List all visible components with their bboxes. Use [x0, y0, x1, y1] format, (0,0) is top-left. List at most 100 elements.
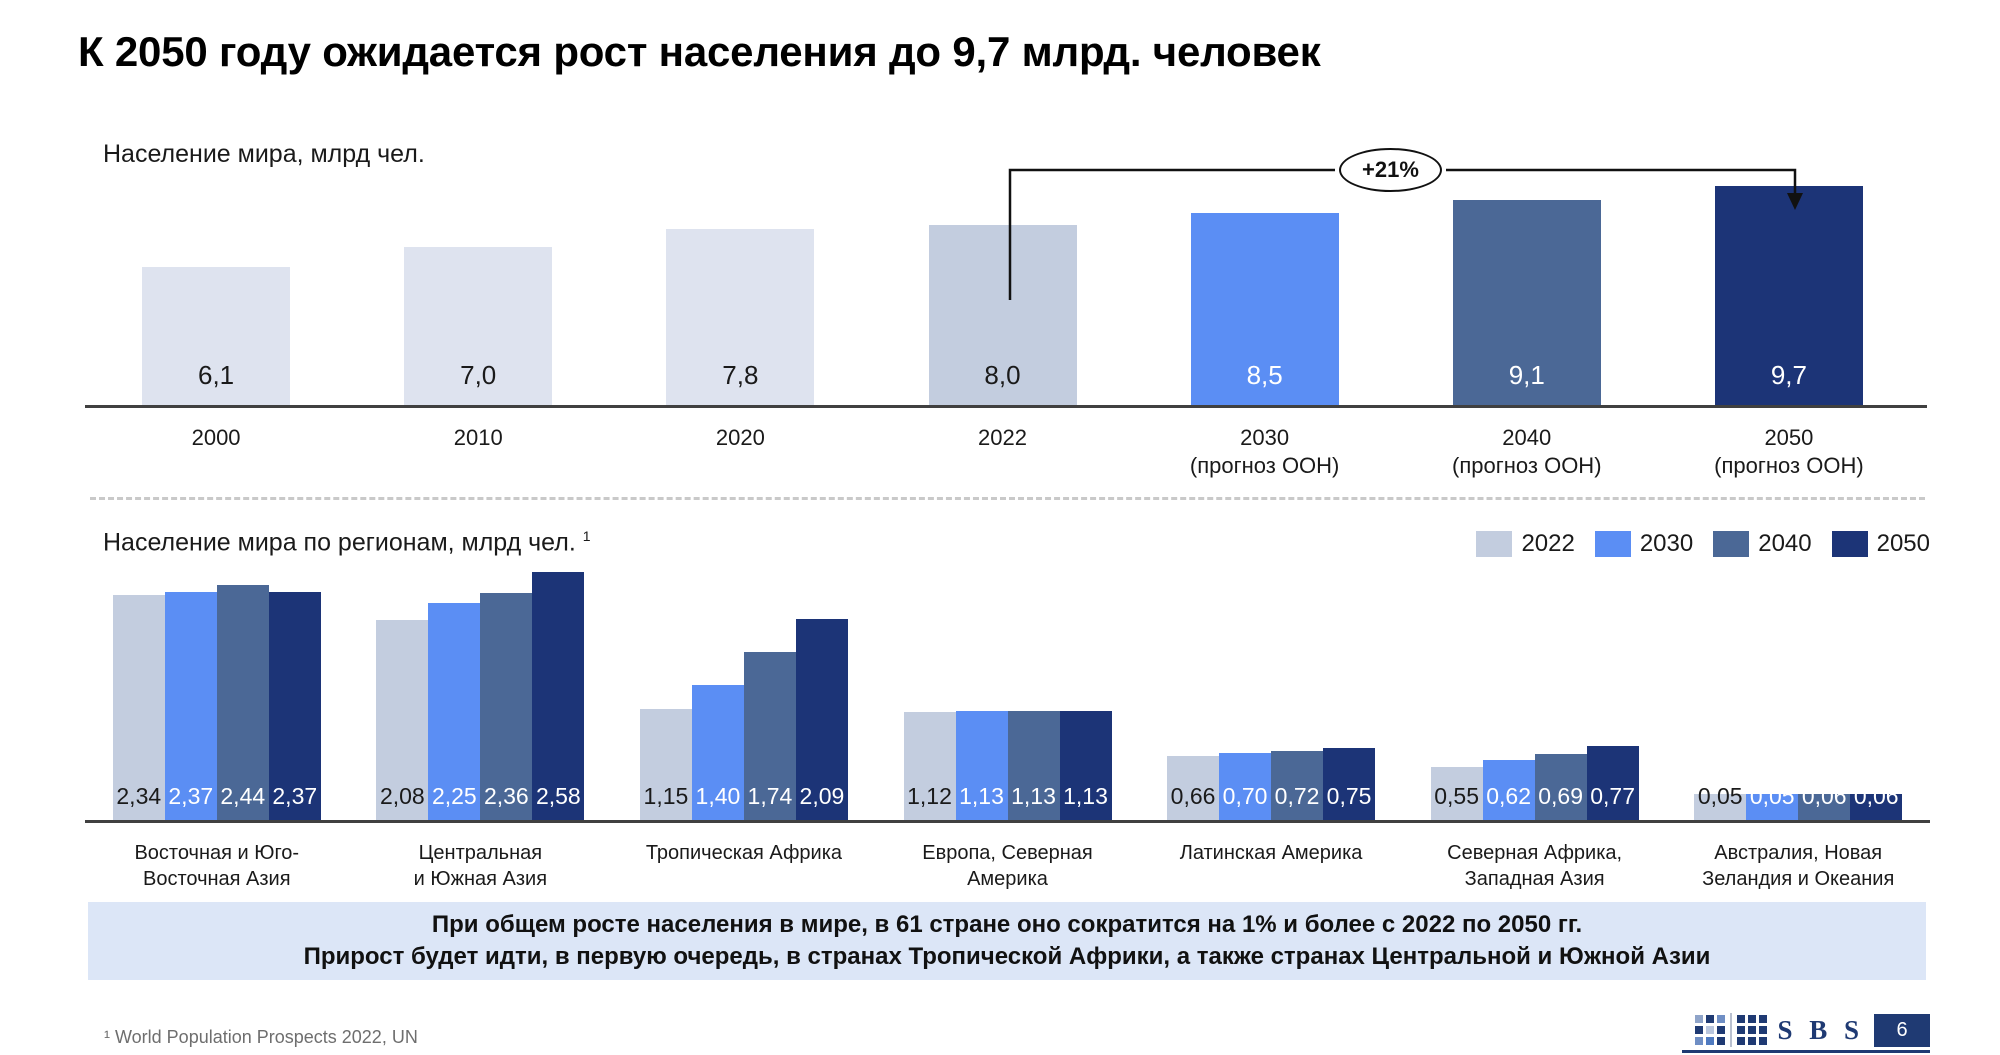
bottom-chart-x-label-line: Австралия, Новая	[1714, 842, 1883, 864]
bottom-chart-bar[interactable]: 0,06	[1850, 783, 1903, 820]
bottom-chart-bar-group: 0,05 0,05 0,06 0,06	[1694, 560, 1903, 820]
footnote-marker: 1	[582, 528, 591, 544]
top-chart-x-label-year: 2050	[1764, 425, 1814, 450]
bottom-chart-bar[interactable]: 1,13	[955, 711, 1008, 820]
legend-label: 2040	[1758, 530, 1812, 557]
bottom-chart-bar-value: 0,66	[1170, 783, 1216, 809]
top-chart-x-label: 2010	[347, 424, 609, 452]
bottom-chart-bar[interactable]: 1,15	[639, 709, 692, 820]
bottom-chart-bar-value: 0,69	[1538, 783, 1584, 809]
bottom-chart-bar[interactable]: 2,25	[428, 603, 481, 820]
bottom-chart-bar-value: 0,75	[1326, 783, 1372, 809]
bottom-chart-x-label-line: и Южная Азия	[413, 868, 548, 890]
bottom-chart-bar[interactable]: 1,74	[743, 652, 796, 820]
top-chart-x-label: 2030 (прогноз ООН)	[1134, 424, 1396, 479]
top-chart-bar[interactable]: 9,1	[1452, 199, 1601, 405]
bottom-chart-bar[interactable]: 0,62	[1482, 760, 1535, 820]
bottom-chart-bar[interactable]: 0,05	[1746, 783, 1799, 820]
top-chart-bar-group: 8,0	[928, 224, 1077, 405]
bottom-chart-bar[interactable]: 0,70	[1219, 752, 1272, 820]
top-chart-bar-group: 9,7	[1714, 186, 1863, 405]
top-chart-x-labels: 2000 2010 2020 2022 2030 (прогноз ООН) 2040 (пр…	[85, 412, 1927, 492]
bottom-chart-bar[interactable]: 0,55	[1430, 767, 1483, 820]
legend-item[interactable]: 2050	[1831, 530, 1930, 558]
bottom-chart-bar[interactable]: 1,12	[903, 712, 956, 820]
bottom-chart-bar[interactable]: 0,66	[1167, 756, 1220, 820]
bottom-chart-bar-value: 2,25	[431, 783, 477, 809]
top-chart-bar-group: 8,5	[1190, 213, 1339, 405]
top-chart-bar[interactable]: 7,8	[666, 229, 815, 405]
section-divider	[90, 497, 1925, 500]
bottom-chart-bar[interactable]: 1,40	[691, 685, 744, 820]
bottom-chart-bar[interactable]: 0,75	[1323, 747, 1376, 820]
top-chart-bar[interactable]: 9,7	[1714, 186, 1863, 405]
bottom-chart-bar[interactable]: 2,36	[480, 592, 533, 820]
bottom-chart-bar[interactable]: 1,13	[1059, 711, 1112, 820]
bottom-chart-bar[interactable]: 2,58	[532, 571, 585, 820]
legend-item[interactable]: 2030	[1594, 530, 1693, 558]
bottom-chart-bar[interactable]: 0,72	[1271, 750, 1324, 820]
world-population-bar-chart: 6,1 7,0 7,8 8,0 8,5 9,1 9,7	[85, 175, 1920, 405]
top-chart-x-label-year: 2030	[1240, 425, 1290, 450]
bottom-chart-bar-value: 0,70	[1222, 783, 1268, 809]
bottom-chart-bar[interactable]: 0,77	[1586, 745, 1639, 820]
bottom-chart-bar-group: 2,08 2,25 2,36 2,58	[376, 560, 585, 820]
callout-line-1: При общем росте населения в мире, в 61 с…	[431, 911, 1583, 938]
legend-label: 2022	[1521, 530, 1575, 557]
top-chart-x-label: 2000	[85, 424, 347, 452]
top-chart-bar[interactable]: 8,5	[1190, 213, 1339, 405]
top-chart-x-label-year: 2020	[715, 425, 765, 450]
top-chart-bar[interactable]: 7,0	[404, 247, 553, 405]
bottom-chart-x-label-line: Америка	[967, 868, 1048, 890]
legend-item[interactable]: 2022	[1476, 530, 1575, 558]
bottom-chart-bar[interactable]: 2,37	[268, 591, 321, 820]
top-chart-subtitle: Население мира, млрд чел.	[103, 140, 425, 168]
bottom-chart-x-label-line: Западная Азия	[1464, 868, 1605, 890]
bottom-chart-bar-group: 0,66 0,70 0,72 0,75	[1167, 560, 1376, 820]
bottom-chart-x-label-line: Европа, Северная	[922, 842, 1093, 864]
top-chart-x-label-note: (прогноз ООН)	[1189, 452, 1340, 478]
bottom-chart-bar[interactable]: 2,37	[164, 591, 217, 820]
top-chart-bar[interactable]: 8,0	[928, 224, 1077, 405]
logo-tiles-right-icon	[1737, 1015, 1768, 1045]
bottom-chart-bar[interactable]: 2,34	[112, 594, 165, 820]
legend-swatch-icon	[1831, 531, 1868, 557]
sbs-logo: S B S 6	[1695, 1013, 1930, 1047]
top-chart-bar-value: 9,7	[1770, 360, 1807, 390]
logo-tiles-left-icon	[1695, 1015, 1726, 1045]
top-chart-bar-value: 9,1	[1508, 360, 1545, 390]
regional-population-bar-chart: 2,34 2,37 2,44 2,37 2,08 2,25 2,36 2,58 1,15 1,40…	[85, 560, 1925, 820]
bottom-chart-bar-value: 0,06	[1801, 783, 1847, 809]
top-chart-bar-group: 7,8	[666, 229, 815, 405]
legend-item[interactable]: 2040	[1713, 530, 1812, 558]
top-chart-x-label: 2020	[609, 424, 871, 452]
top-chart-x-label-note: (прогноз ООН)	[1714, 452, 1864, 478]
bottom-chart-bar-value: 1,12	[907, 783, 952, 809]
top-chart-bar-value: 7,0	[460, 360, 497, 390]
bottom-chart-bar-value: 2,08	[379, 783, 425, 809]
bottom-chart-bar-value: 0,05	[1749, 783, 1795, 809]
bottom-chart-bar-value: 0,05	[1697, 783, 1743, 809]
bottom-chart-bar[interactable]: 2,09	[795, 618, 848, 820]
legend-swatch-icon	[1713, 531, 1750, 557]
top-chart-x-label: 2050 (прогноз ООН)	[1658, 424, 1920, 479]
top-chart-bar-value: 8,0	[984, 360, 1021, 390]
footer-rule	[1682, 1050, 1930, 1053]
bottom-chart-bar[interactable]: 2,08	[376, 619, 429, 820]
bottom-chart-x-label: Латинская Америка	[1139, 840, 1403, 866]
bottom-chart-bar[interactable]: 0,06	[1798, 783, 1851, 820]
bottom-chart-x-label: Северная Африка, Западная Азия	[1403, 840, 1667, 892]
bottom-chart-bar-group: 1,15 1,40 1,74 2,09	[639, 560, 848, 820]
bottom-chart-x-label: Европа, Северная Америка	[876, 840, 1140, 892]
bottom-chart-bar[interactable]: 2,44	[216, 585, 269, 820]
bottom-chart-bar[interactable]: 0,05	[1694, 783, 1747, 820]
top-chart-bar[interactable]: 6,1	[142, 267, 291, 405]
top-chart-bar-value: 6,1	[197, 360, 235, 390]
top-chart-bar-value: 8,5	[1246, 360, 1283, 390]
top-chart-x-label: 2040 (прогноз ООН)	[1396, 424, 1658, 479]
top-chart-x-label-year: 2000	[191, 425, 241, 450]
bottom-chart-bar-value: 2,37	[168, 783, 214, 809]
bottom-chart-bar[interactable]: 1,13	[1007, 711, 1060, 820]
bottom-chart-bar[interactable]: 0,69	[1534, 753, 1587, 820]
top-chart-bar-group: 6,1	[142, 267, 291, 405]
